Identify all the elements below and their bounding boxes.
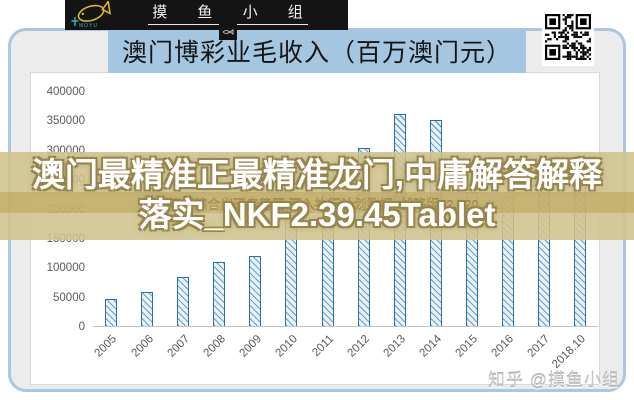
- logo-text-block: 摸 鱼 小 组: [117, 3, 338, 40]
- x-tick: 2015: [454, 330, 490, 382]
- x-tick: 2005: [93, 330, 129, 382]
- x-tick-label: 2015: [453, 333, 481, 360]
- x-tick-label: 2009: [237, 333, 264, 360]
- x-tick-label: 2013: [381, 333, 409, 360]
- overlay-main-text: 澳门最精准正最精准龙门,中庸解答解释 落实_NKF2.39.45Tablet: [0, 155, 634, 235]
- x-tick-label: 2014: [417, 333, 445, 360]
- x-tick-label: 2017: [525, 333, 553, 360]
- zhihu-watermark: 知乎 @摸鱼小组: [488, 371, 620, 390]
- bar-slot: [129, 92, 165, 326]
- x-tick-label: 2007: [165, 333, 192, 360]
- x-tick-label: 2008: [201, 333, 228, 360]
- x-tick-label: 2012: [345, 333, 373, 360]
- qr-svg: [545, 14, 591, 60]
- bar-2007: [177, 276, 190, 326]
- overlay-faint-text: 新澳门综合出码走势图,深入执行计划数据_战略版52.220: [155, 198, 479, 213]
- y-tick-label: 350000: [46, 115, 85, 128]
- y-tick-label: 50000: [53, 291, 85, 304]
- fish-icon: MOYU: [71, 0, 113, 29]
- x-tick: 2006: [129, 330, 165, 382]
- x-tick: 2012: [345, 330, 382, 382]
- x-tick-label: 2011: [310, 333, 337, 359]
- title-bar: 澳门博彩业毛收入（百万澳门元）: [0, 29, 634, 73]
- qr-code-icon: [542, 8, 594, 66]
- x-tick: 2009: [237, 330, 273, 382]
- x-tick: 2010: [273, 330, 309, 382]
- x-tick: 2011: [309, 330, 345, 382]
- x-tick-label: 2010: [273, 333, 300, 360]
- bar-slot: [93, 92, 129, 326]
- bar-2005: [105, 298, 118, 326]
- overlay-line-1: 澳门最精准正最精准龙门,中庸解答解释: [31, 156, 603, 193]
- bar-2006: [141, 292, 154, 326]
- bar-slot: [165, 92, 201, 326]
- bar-slot: [201, 92, 237, 326]
- x-tick: 2007: [165, 330, 201, 382]
- page-title: 澳门博彩业毛收入（百万澳门元）: [107, 29, 526, 73]
- x-tick-label: 2006: [129, 333, 156, 360]
- logo-brand-text: 摸 鱼 小 组: [152, 3, 316, 21]
- y-tick-label: 100000: [46, 262, 85, 275]
- x-tick-label: 2016: [489, 333, 517, 360]
- logo-underline: [147, 21, 308, 40]
- x-tick: 2008: [201, 330, 237, 382]
- bar-2009: [249, 255, 262, 326]
- bar-2008: [213, 261, 226, 326]
- moyu-logo: MOYU 摸 鱼 小 组: [65, 0, 348, 40]
- x-tick: 2014: [418, 330, 454, 382]
- x-tick-label: 2005: [92, 333, 120, 360]
- bar-slot: [237, 92, 273, 326]
- x-tick: 2013: [382, 330, 418, 382]
- y-tick-label: 0: [78, 321, 85, 333]
- overlay-line-2: 落实_NKF2.39.45Tablet: [138, 196, 496, 233]
- logo-subtext: MOYU: [79, 23, 98, 29]
- small-fish-icon: [218, 21, 237, 40]
- overlay-watermark-band: 新澳门综合出码走势图,深入执行计划数据_战略版52.220 澳门最精准正最精准龙…: [0, 152, 634, 240]
- y-tick-label: 400000: [46, 86, 85, 98]
- overlay-dark-strip: [0, 192, 634, 213]
